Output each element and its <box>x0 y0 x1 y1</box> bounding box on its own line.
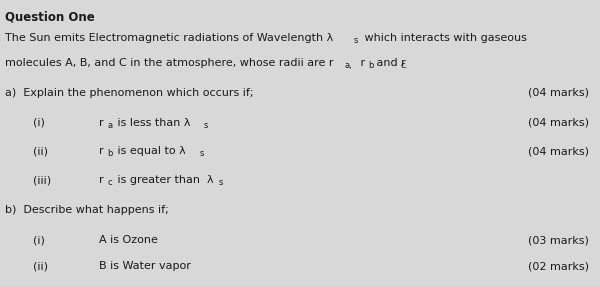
Text: b: b <box>107 149 113 158</box>
Text: The Sun emits Electromagnetic radiations of Wavelength λ: The Sun emits Electromagnetic radiations… <box>5 33 333 43</box>
Text: c.: c. <box>401 61 408 70</box>
Text: b: b <box>368 61 374 70</box>
Text: s: s <box>354 36 358 45</box>
Text: (ii): (ii) <box>33 261 48 271</box>
Text: A is Ozone: A is Ozone <box>99 235 158 245</box>
Text: is equal to λ: is equal to λ <box>114 146 186 156</box>
Text: b)  Describe what happens if;: b) Describe what happens if; <box>5 205 169 215</box>
Text: r: r <box>357 58 365 68</box>
Text: a,: a, <box>344 61 352 70</box>
Text: (i): (i) <box>33 235 45 245</box>
Text: r: r <box>99 146 104 156</box>
Text: a)  Explain the phenomenon which occurs if;: a) Explain the phenomenon which occurs i… <box>5 88 253 98</box>
Text: Question One: Question One <box>5 10 95 23</box>
Text: (04 marks): (04 marks) <box>528 88 589 98</box>
Text: s: s <box>204 121 208 129</box>
Text: (04 marks): (04 marks) <box>528 118 589 128</box>
Text: s: s <box>199 149 203 158</box>
Text: (iii): (iii) <box>33 175 51 185</box>
Text: c: c <box>107 178 112 187</box>
Text: which interacts with gaseous: which interacts with gaseous <box>361 33 527 43</box>
Text: is less than λ: is less than λ <box>114 118 191 128</box>
Text: B is Water vapor: B is Water vapor <box>99 261 191 271</box>
Text: and r: and r <box>373 58 406 68</box>
Text: (03 marks): (03 marks) <box>529 235 589 245</box>
Text: a: a <box>107 121 113 129</box>
Text: (ii): (ii) <box>33 146 48 156</box>
Text: s: s <box>219 178 223 187</box>
Text: is greater than  λ: is greater than λ <box>114 175 214 185</box>
Text: (02 marks): (02 marks) <box>528 261 589 271</box>
Text: r: r <box>99 118 104 128</box>
Text: r: r <box>99 175 104 185</box>
Text: (04 marks): (04 marks) <box>528 146 589 156</box>
Text: (i): (i) <box>33 118 45 128</box>
Text: molecules A, B, and C in the atmosphere, whose radii are r: molecules A, B, and C in the atmosphere,… <box>5 58 334 68</box>
